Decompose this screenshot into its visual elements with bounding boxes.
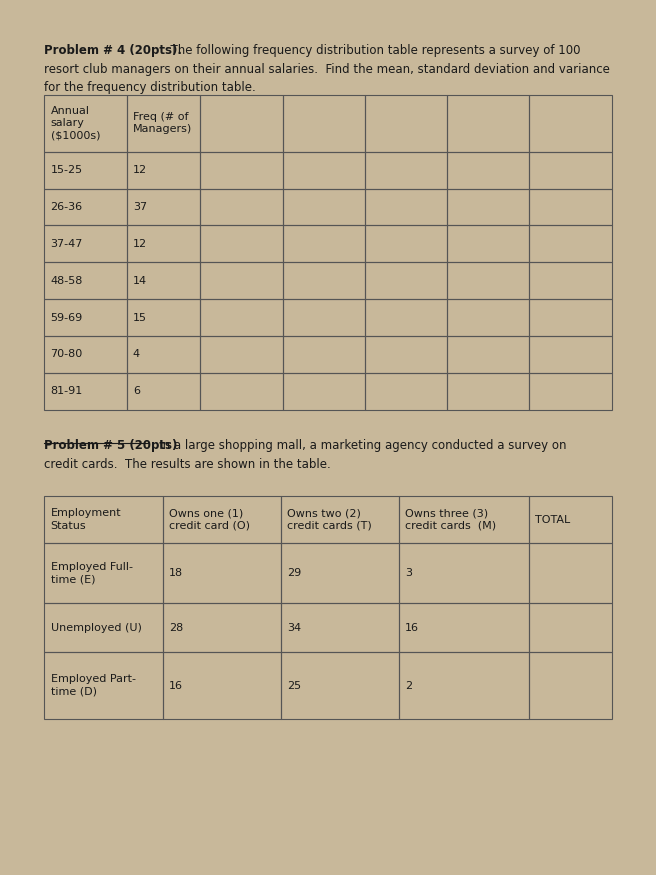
Text: for the frequency distribution table.: for the frequency distribution table. [45, 81, 256, 94]
Text: 2: 2 [405, 681, 412, 690]
Text: Problem # 5 (20pts): Problem # 5 (20pts) [45, 439, 178, 452]
Text: 37: 37 [133, 202, 147, 212]
Text: 26-36: 26-36 [51, 202, 83, 212]
Text: TOTAL: TOTAL [535, 514, 570, 525]
Text: 28: 28 [169, 623, 183, 633]
Text: Unemployed (U): Unemployed (U) [51, 623, 142, 633]
Text: Employed Part-
time (D): Employed Part- time (D) [51, 675, 136, 696]
Text: 4: 4 [133, 349, 140, 360]
Text: Owns two (2)
credit cards (T): Owns two (2) credit cards (T) [287, 508, 372, 531]
Text: 34: 34 [287, 623, 301, 633]
Text: Annual
salary
($1000s): Annual salary ($1000s) [51, 106, 100, 141]
Text: 37-47: 37-47 [51, 239, 83, 248]
Text: 15-25: 15-25 [51, 165, 83, 175]
Text: In a large shopping mall, a marketing agency conducted a survey on: In a large shopping mall, a marketing ag… [148, 439, 566, 452]
Text: 14: 14 [133, 276, 147, 286]
Text: Freq (# of
Managers): Freq (# of Managers) [133, 112, 192, 135]
Text: Problem # 4 (20pts).: Problem # 4 (20pts). [45, 45, 182, 58]
Text: 12: 12 [133, 165, 147, 175]
Text: 12: 12 [133, 239, 147, 248]
Text: credit cards.  The results are shown in the table.: credit cards. The results are shown in t… [45, 458, 331, 471]
Text: 16: 16 [405, 623, 419, 633]
Text: 3: 3 [405, 568, 412, 578]
Text: Employed Full-
time (E): Employed Full- time (E) [51, 562, 133, 584]
Text: 81-91: 81-91 [51, 387, 83, 396]
Text: 25: 25 [287, 681, 301, 690]
Text: 70-80: 70-80 [51, 349, 83, 360]
Text: 59-69: 59-69 [51, 312, 83, 323]
Text: 6: 6 [133, 387, 140, 396]
Text: Employment
Status: Employment Status [51, 508, 121, 531]
Text: 29: 29 [287, 568, 301, 578]
Text: 16: 16 [169, 681, 183, 690]
Text: resort club managers on their annual salaries.  Find the mean, standard deviatio: resort club managers on their annual sal… [45, 63, 610, 76]
Text: 18: 18 [169, 568, 183, 578]
Text: 15: 15 [133, 312, 147, 323]
Text: 48-58: 48-58 [51, 276, 83, 286]
Text: Owns three (3)
credit cards  (M): Owns three (3) credit cards (M) [405, 508, 496, 531]
Text: Owns one (1)
credit card (O): Owns one (1) credit card (O) [169, 508, 250, 531]
Text: The following frequency distribution table represents a survey of 100: The following frequency distribution tab… [163, 45, 581, 58]
